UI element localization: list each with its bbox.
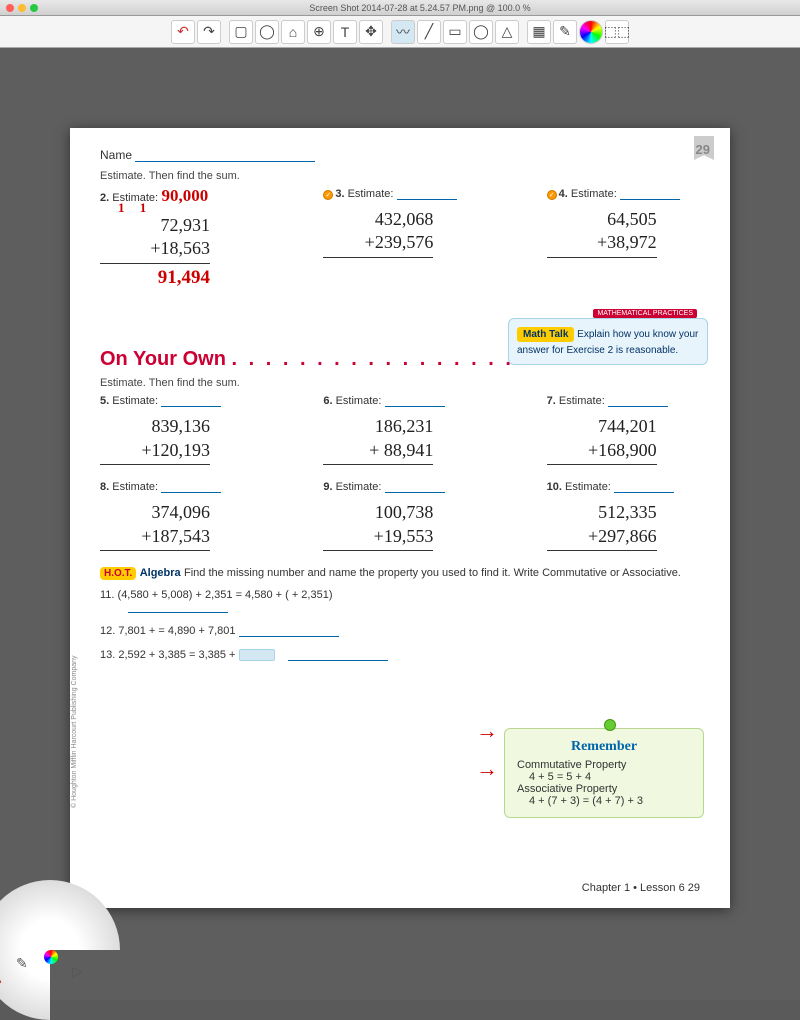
line-icon[interactable]: ╱ bbox=[417, 20, 441, 44]
pin-icon bbox=[604, 719, 616, 731]
color-icon[interactable] bbox=[579, 20, 603, 44]
problem-row-3: 8. Estimate: 374,096+187,543 9. Estimate… bbox=[100, 479, 700, 559]
move-icon[interactable]: ✥ bbox=[359, 20, 383, 44]
worksheet-page: 29 Name Estimate. Then find the sum. 2. … bbox=[70, 128, 730, 908]
stamp-icon[interactable]: ▦ bbox=[527, 20, 551, 44]
window-titlebar: Screen Shot 2014-07-28 at 5.24.57 PM.png… bbox=[0, 0, 800, 16]
undo-icon[interactable]: ↶ bbox=[171, 20, 195, 44]
radial-color-icon[interactable] bbox=[44, 950, 58, 964]
problem-2: 2. Estimate: 90,000 1 1 72,931 +18,563 9… bbox=[100, 186, 253, 298]
traffic-lights bbox=[6, 4, 38, 12]
problem-11: 11. (4,580 + 5,008) + 2,351 = 4,580 + ( … bbox=[100, 589, 700, 613]
problem-7: 7. Estimate: 744,201+168,900 bbox=[547, 393, 700, 473]
radial-undo-icon[interactable]: ↶ bbox=[0, 975, 2, 992]
rect-select-icon[interactable]: ▢ bbox=[229, 20, 253, 44]
crop-icon[interactable]: ⌂ bbox=[281, 20, 305, 44]
rect-icon[interactable]: ▭ bbox=[443, 20, 467, 44]
close-dot[interactable] bbox=[6, 4, 14, 12]
problem-4: ✓4. Estimate: 64,505 +38,972 bbox=[547, 186, 700, 298]
text-icon[interactable]: T bbox=[333, 20, 357, 44]
circle-icon[interactable]: ◯ bbox=[469, 20, 493, 44]
radial-tool-icon[interactable]: ✎ bbox=[16, 955, 28, 972]
toolbar: ↶ ↷ ▢ ◯ ⌂ ⊕ T ✥ 〰 ╱ ▭ ◯ △ ▦ ✎ ⬚⬚ bbox=[0, 16, 800, 48]
problem-5: 5. Estimate: 839,136+120,193 bbox=[100, 393, 253, 473]
zoom-dot[interactable] bbox=[30, 4, 38, 12]
problem-8: 8. Estimate: 374,096+187,543 bbox=[100, 479, 253, 559]
window-title: Screen Shot 2014-07-28 at 5.24.57 PM.png… bbox=[46, 3, 794, 13]
arrow-icon-2: → bbox=[476, 756, 498, 782]
redo-icon[interactable]: ↷ bbox=[197, 20, 221, 44]
canvas-area: 29 Name Estimate. Then find the sum. 2. … bbox=[0, 48, 800, 1000]
minimize-dot[interactable] bbox=[18, 4, 26, 12]
problem-6: 6. Estimate: 186,231+ 88,941 bbox=[323, 393, 476, 473]
remember-box: Remember Commutative Property 4 + 5 = 5 … bbox=[504, 728, 704, 818]
name-field: Name bbox=[100, 148, 700, 162]
problem-12: 12. 7,801 + = 4,890 + 7,801 bbox=[100, 625, 700, 637]
grid-icon[interactable]: ⬚⬚ bbox=[605, 20, 629, 44]
zoom-icon[interactable]: ⊕ bbox=[307, 20, 331, 44]
problem-row-2: 5. Estimate: 839,136+120,193 6. Estimate… bbox=[100, 393, 700, 473]
brush-icon[interactable]: ✎ bbox=[553, 20, 577, 44]
page-number: 29 bbox=[696, 142, 710, 157]
radial-menu[interactable]: ↶ ✎ ▷ bbox=[0, 880, 120, 1020]
radial-cursor-icon[interactable]: ▷ bbox=[72, 963, 83, 980]
algebra-section: H.O.T. Algebra Find the missing number a… bbox=[100, 565, 700, 579]
problem-13: 13. 2,592 + 3,385 = 3,385 + bbox=[100, 649, 700, 661]
lasso-icon[interactable]: ◯ bbox=[255, 20, 279, 44]
wavy-line-icon[interactable]: 〰 bbox=[391, 20, 415, 44]
arrow-icon-1: → bbox=[476, 718, 498, 744]
problem-9: 9. Estimate: 100,738+19,553 bbox=[323, 479, 476, 559]
problem-10: 10. Estimate: 512,335+297,866 bbox=[547, 479, 700, 559]
math-talk-box: MATHEMATICAL PRACTICES Math Talk Explain… bbox=[508, 318, 708, 365]
problem-row-1: 2. Estimate: 90,000 1 1 72,931 +18,563 9… bbox=[100, 186, 700, 298]
triangle-icon[interactable]: △ bbox=[495, 20, 519, 44]
page-footer: Chapter 1 • Lesson 6 29 bbox=[582, 882, 700, 894]
instruction-2: Estimate. Then find the sum. bbox=[100, 377, 700, 389]
copyright: © Houghton Mifflin Harcourt Publishing C… bbox=[71, 656, 78, 809]
instruction-1: Estimate. Then find the sum. bbox=[100, 170, 700, 182]
problem-3: ✓3. Estimate: 432,068 +239,576 bbox=[323, 186, 476, 298]
algebra-problems: 11. (4,580 + 5,008) + 2,351 = 4,580 + ( … bbox=[100, 589, 700, 661]
